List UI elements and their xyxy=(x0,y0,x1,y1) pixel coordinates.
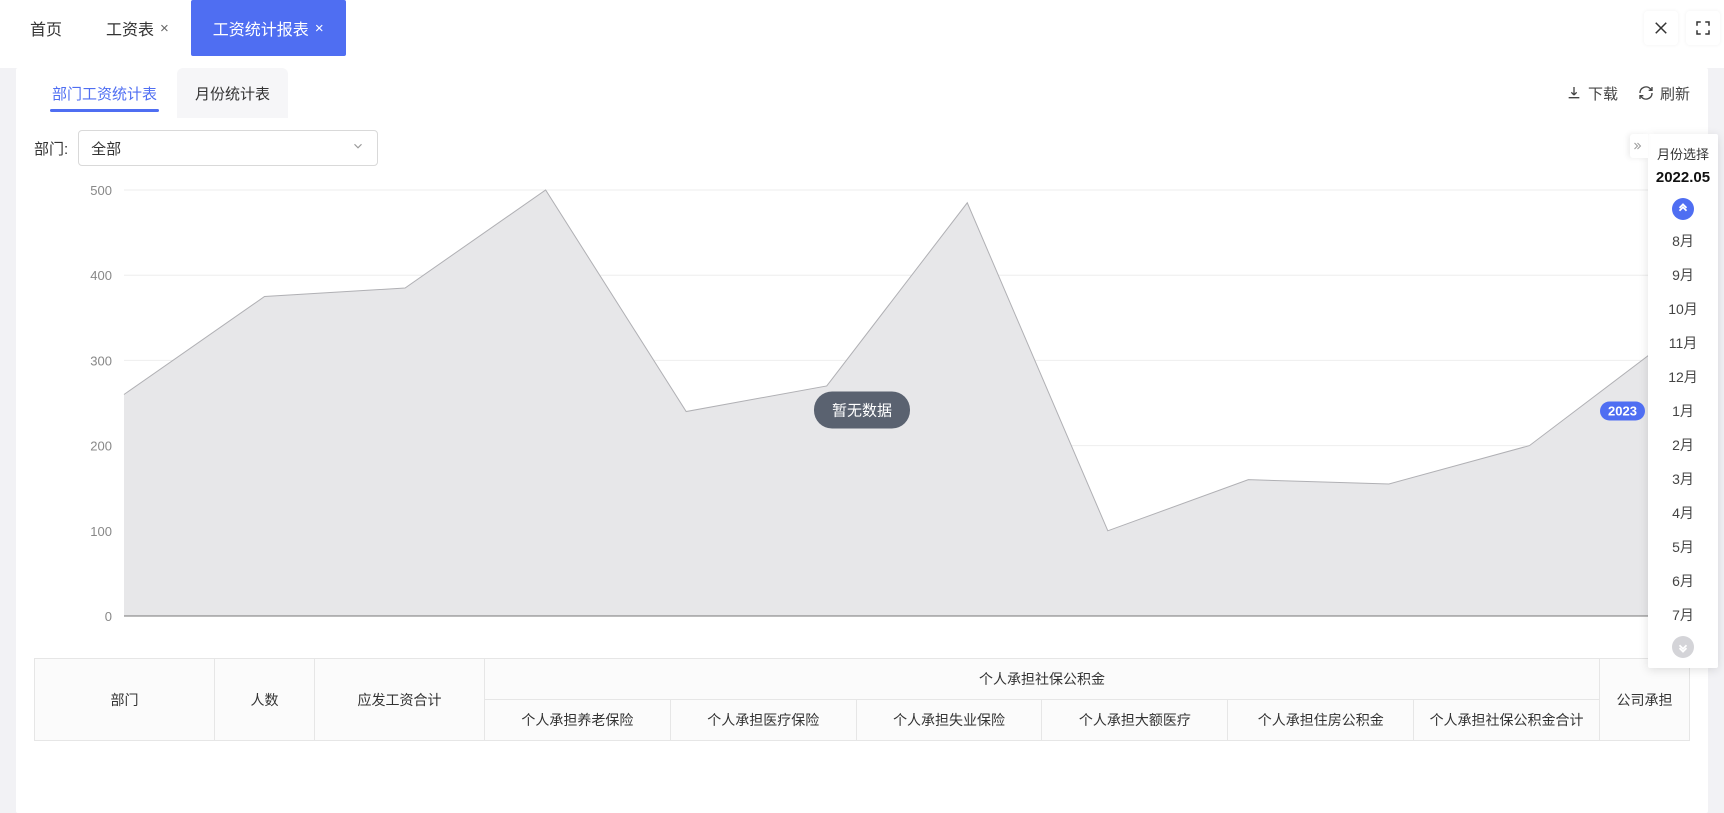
top-right-icons xyxy=(1640,0,1724,56)
top-tabs: 首页 工资表 × 工资统计报表 × xyxy=(0,0,1724,56)
chevron-down-icon xyxy=(351,139,365,157)
content-wrap: 部门工资统计表 月份统计表 下载 刷新 部门: 全部 xyxy=(0,68,1724,813)
month-item[interactable]: 11月 xyxy=(1648,326,1718,360)
svg-text:100: 100 xyxy=(90,524,112,539)
month-item[interactable]: 4月 xyxy=(1648,496,1718,530)
month-item[interactable]: 8月 xyxy=(1648,224,1718,258)
chevron-up-icon xyxy=(1676,202,1690,216)
refresh-label: 刷新 xyxy=(1660,83,1690,104)
month-item[interactable]: 12月 xyxy=(1648,360,1718,394)
chart-area: 0 100 200 300 400 500 暂无数据 xyxy=(34,180,1690,640)
th-gross: 应发工资合计 xyxy=(315,659,485,741)
th-sub-1: 个人承担医疗保险 xyxy=(670,700,856,741)
subtab-label: 部门工资统计表 xyxy=(52,83,157,104)
subtab-department[interactable]: 部门工资统计表 xyxy=(34,68,175,118)
collapse-button[interactable] xyxy=(1630,134,1648,158)
subtabs-row: 部门工资统计表 月份统计表 下载 刷新 xyxy=(16,68,1708,118)
svg-text:500: 500 xyxy=(90,183,112,198)
month-scroll-down[interactable] xyxy=(1672,636,1694,658)
th-sub-4: 个人承担住房公积金 xyxy=(1228,700,1414,741)
svg-text:300: 300 xyxy=(90,353,112,368)
close-icon[interactable]: × xyxy=(315,20,324,37)
refresh-icon xyxy=(1638,85,1654,101)
month-scroll-up[interactable] xyxy=(1672,198,1694,220)
th-sub-5: 个人承担社保公积金合计 xyxy=(1414,700,1600,741)
tab-label: 工资统计报表 xyxy=(213,16,309,40)
data-table: 部门 人数 应发工资合计 个人承担社保公积金 公司承担 个人承担养老保险 个人承… xyxy=(34,658,1690,741)
tab-home[interactable]: 首页 xyxy=(8,0,84,56)
th-headcount: 人数 xyxy=(215,659,315,741)
th-sub-0: 个人承担养老保险 xyxy=(485,700,671,741)
th-department: 部门 xyxy=(35,659,215,741)
download-label: 下载 xyxy=(1588,83,1618,104)
year-badge: 2023 xyxy=(1600,402,1645,421)
download-button[interactable]: 下载 xyxy=(1566,83,1618,104)
chevron-right-icon xyxy=(1633,140,1645,152)
month-item[interactable]: 2月 xyxy=(1648,428,1718,462)
th-group-personal: 个人承担社保公积金 xyxy=(485,659,1600,700)
month-item[interactable]: 1月2023 xyxy=(1648,394,1718,428)
th-sub-2: 个人承担失业保险 xyxy=(856,700,1042,741)
tab-payroll-report[interactable]: 工资统计报表 × xyxy=(191,0,346,56)
department-select[interactable]: 全部 xyxy=(78,130,378,166)
month-list: 8月9月10月11月12月1月20232月3月4月5月6月7月 xyxy=(1648,224,1718,632)
month-item[interactable]: 3月 xyxy=(1648,462,1718,496)
table-wrap: 部门 人数 应发工资合计 个人承担社保公积金 公司承担 个人承担养老保险 个人承… xyxy=(34,658,1690,741)
tab-label: 工资表 xyxy=(106,16,154,40)
month-current: 2022.05 xyxy=(1648,167,1718,194)
refresh-button[interactable]: 刷新 xyxy=(1638,83,1690,104)
filter-label: 部门: xyxy=(34,138,68,159)
download-icon xyxy=(1566,85,1582,101)
month-item[interactable]: 7月 xyxy=(1648,598,1718,632)
th-company: 公司承担 xyxy=(1600,659,1690,741)
chevron-down-icon xyxy=(1676,640,1690,654)
month-item[interactable]: 6月 xyxy=(1648,564,1718,598)
svg-text:400: 400 xyxy=(90,268,112,283)
month-item[interactable]: 9月 xyxy=(1648,258,1718,292)
subtab-monthly[interactable]: 月份统计表 xyxy=(177,68,288,118)
svg-text:200: 200 xyxy=(90,439,112,454)
close-all-button[interactable] xyxy=(1644,11,1678,45)
chart-tooltip: 暂无数据 xyxy=(814,392,910,429)
svg-text:0: 0 xyxy=(105,609,112,624)
subtab-label: 月份统计表 xyxy=(195,83,270,104)
th-sub-3: 个人承担大额医疗 xyxy=(1042,700,1228,741)
filter-row: 部门: 全部 xyxy=(16,118,1708,170)
month-panel: 月份选择 2022.05 8月9月10月11月12月1月20232月3月4月5月… xyxy=(1648,134,1718,668)
select-value: 全部 xyxy=(91,138,121,159)
month-item[interactable]: 10月 xyxy=(1648,292,1718,326)
tab-label: 首页 xyxy=(30,16,62,40)
subtabs-actions: 下载 刷新 xyxy=(1566,83,1690,104)
month-item[interactable]: 5月 xyxy=(1648,530,1718,564)
fullscreen-button[interactable] xyxy=(1686,11,1720,45)
month-title: 月份选择 xyxy=(1648,140,1718,167)
tab-payroll[interactable]: 工资表 × xyxy=(84,0,191,56)
close-icon[interactable]: × xyxy=(160,20,169,37)
page-panel: 部门工资统计表 月份统计表 下载 刷新 部门: 全部 xyxy=(16,68,1708,813)
